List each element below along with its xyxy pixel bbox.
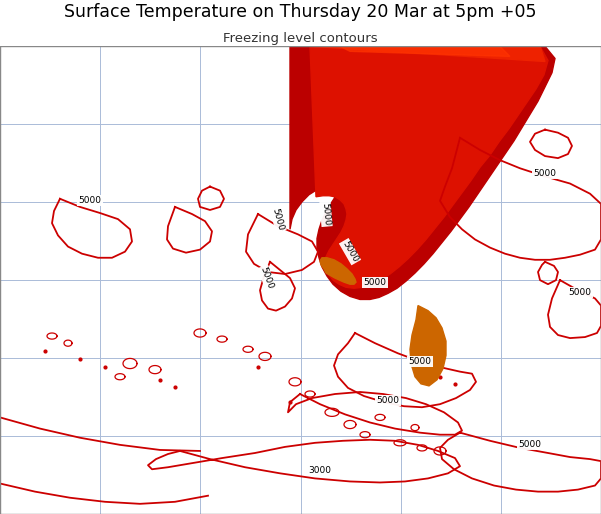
Text: 3000: 3000 <box>308 466 332 475</box>
Text: 5000: 5000 <box>320 202 332 226</box>
Polygon shape <box>340 46 510 57</box>
Polygon shape <box>410 305 446 386</box>
Polygon shape <box>290 46 555 300</box>
Text: 5000: 5000 <box>364 278 386 287</box>
Text: 5000: 5000 <box>259 266 275 290</box>
Polygon shape <box>310 46 545 62</box>
Polygon shape <box>310 46 548 288</box>
Text: 5000: 5000 <box>79 196 102 205</box>
Text: 5000: 5000 <box>270 207 285 231</box>
Text: 5000: 5000 <box>569 288 591 297</box>
Text: 5000: 5000 <box>340 240 359 264</box>
Text: 5000: 5000 <box>534 169 557 178</box>
Text: Surface Temperature on Thursday 20 Mar at 5pm +05: Surface Temperature on Thursday 20 Mar a… <box>64 3 537 21</box>
Text: 5000: 5000 <box>409 357 432 366</box>
Text: Freezing level contours: Freezing level contours <box>223 31 378 45</box>
Text: 5000: 5000 <box>519 440 542 449</box>
Polygon shape <box>320 258 356 284</box>
Text: 5000: 5000 <box>376 396 400 405</box>
